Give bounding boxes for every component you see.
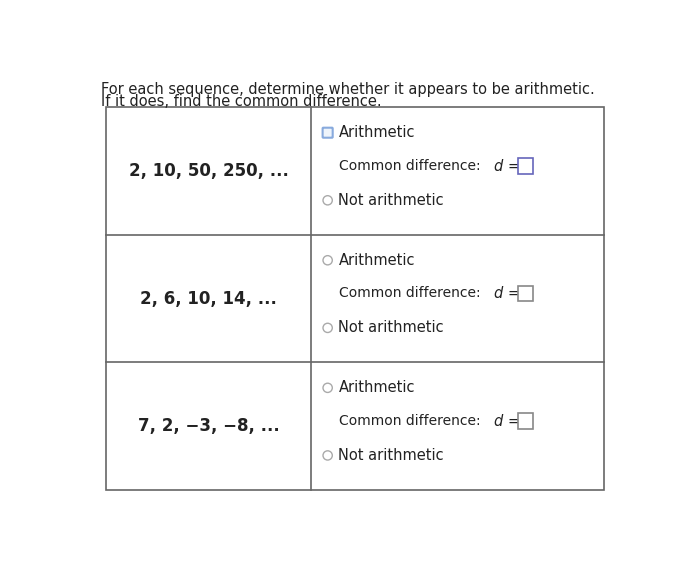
Bar	[518, 158, 533, 174]
Text: Common difference:: Common difference:	[340, 286, 481, 301]
Circle shape	[323, 383, 333, 392]
Text: $d\,=$: $d\,=$	[493, 285, 520, 302]
Circle shape	[323, 451, 333, 460]
Text: For each sequence, determine whether it appears to be arithmetic.: For each sequence, determine whether it …	[100, 82, 595, 97]
Text: 7, 2, −3, −8, ...: 7, 2, −3, −8, ...	[138, 417, 279, 435]
Text: 2, 6, 10, 14, ...: 2, 6, 10, 14, ...	[140, 290, 277, 307]
Text: Not arithmetic: Not arithmetic	[338, 193, 444, 208]
Text: Arithmetic: Arithmetic	[338, 125, 415, 140]
Bar	[106, 107, 604, 490]
Text: If it does, find the common difference.: If it does, find the common difference.	[100, 94, 381, 109]
Bar	[518, 286, 533, 301]
Text: $d\,=$: $d\,=$	[493, 158, 520, 174]
Bar	[518, 413, 533, 428]
Text: Not arithmetic: Not arithmetic	[338, 448, 444, 463]
FancyBboxPatch shape	[323, 128, 333, 138]
Text: 2, 10, 50, 250, ...: 2, 10, 50, 250, ...	[129, 162, 288, 180]
Text: Arithmetic: Arithmetic	[338, 380, 415, 395]
Circle shape	[323, 323, 333, 332]
Text: Common difference:: Common difference:	[340, 414, 481, 428]
Circle shape	[323, 196, 333, 205]
Text: Not arithmetic: Not arithmetic	[338, 320, 444, 336]
Text: Common difference:: Common difference:	[340, 159, 481, 173]
Text: $d\,=$: $d\,=$	[493, 413, 520, 429]
Circle shape	[323, 256, 333, 265]
Text: Arithmetic: Arithmetic	[338, 253, 415, 268]
